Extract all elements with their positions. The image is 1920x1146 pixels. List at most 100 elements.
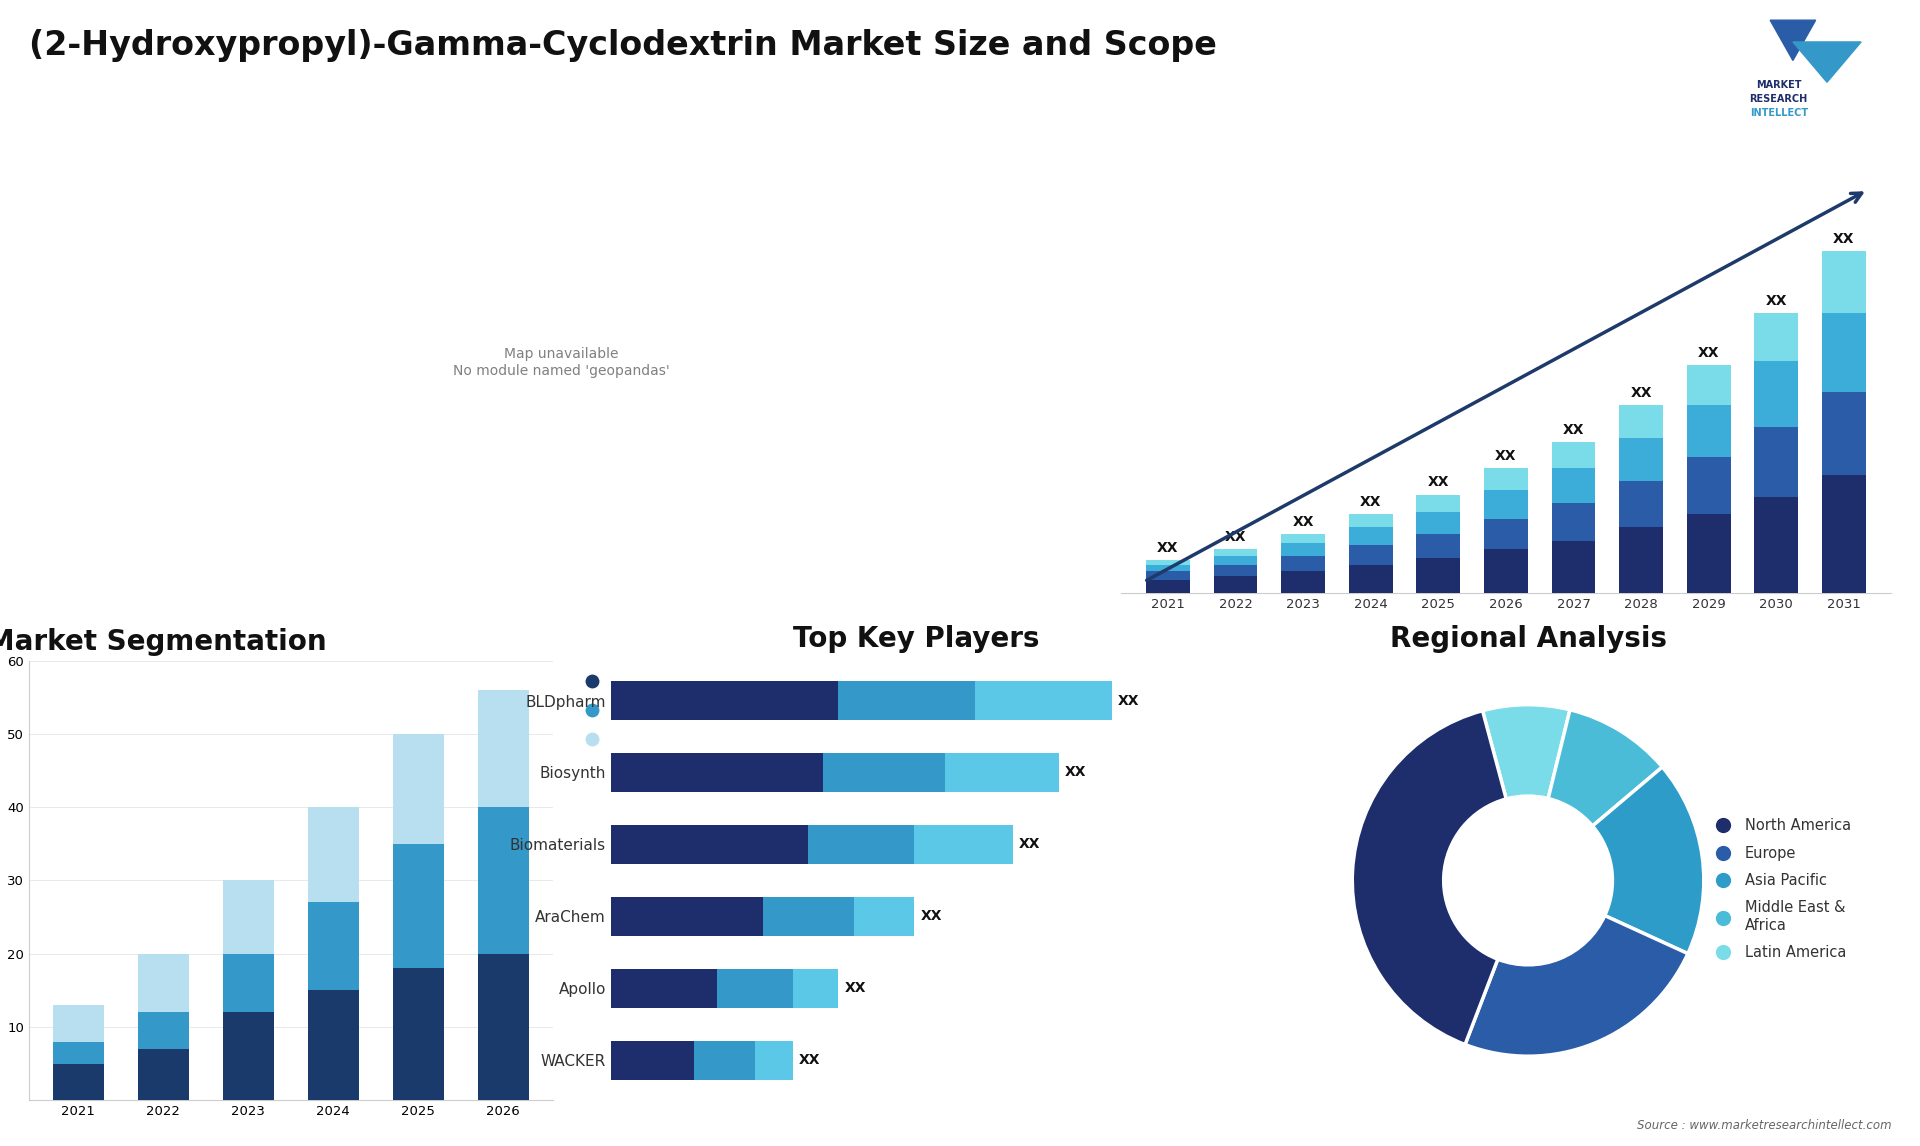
Bar: [1281, 543, 1325, 556]
Bar: [223, 880, 275, 953]
Bar: [1417, 512, 1461, 534]
Bar: [1348, 545, 1392, 565]
Text: XX: XX: [845, 981, 866, 996]
Bar: [1755, 361, 1799, 426]
Legend: Type, Application, Geography: Type, Application, Geography: [570, 668, 707, 753]
Bar: [1281, 571, 1325, 594]
Bar: [394, 733, 444, 843]
Bar: [808, 825, 914, 864]
Bar: [307, 902, 359, 990]
Bar: [394, 968, 444, 1100]
Text: Source : www.marketresearchintellect.com: Source : www.marketresearchintellect.com: [1636, 1120, 1891, 1132]
Bar: [1348, 565, 1392, 594]
Bar: [1619, 405, 1663, 438]
Bar: [755, 1041, 793, 1081]
Text: XX: XX: [1158, 541, 1179, 555]
Text: XX: XX: [920, 910, 943, 924]
Polygon shape: [1770, 21, 1816, 61]
Text: XX: XX: [1066, 766, 1087, 779]
Bar: [1755, 496, 1799, 594]
Bar: [307, 990, 359, 1100]
Bar: [1551, 503, 1596, 541]
Text: XX: XX: [1766, 293, 1788, 307]
Bar: [975, 681, 1112, 721]
Bar: [478, 953, 528, 1100]
Wedge shape: [1352, 711, 1505, 1044]
Text: RESEARCH: RESEARCH: [1749, 94, 1809, 104]
Text: Market Segmentation: Market Segmentation: [0, 628, 326, 656]
Bar: [52, 1063, 104, 1100]
Bar: [1417, 558, 1461, 594]
Text: MARKET: MARKET: [1757, 80, 1801, 89]
Bar: [1417, 495, 1461, 512]
Text: XX: XX: [1834, 233, 1855, 246]
Bar: [1146, 560, 1190, 565]
Text: XX: XX: [1697, 346, 1720, 360]
Bar: [1686, 457, 1730, 515]
Bar: [1146, 580, 1190, 594]
Bar: [1213, 549, 1258, 556]
Text: XX: XX: [1428, 476, 1450, 489]
Wedge shape: [1482, 705, 1571, 799]
Text: XX: XX: [1359, 495, 1380, 509]
Text: XX: XX: [1563, 423, 1584, 437]
Bar: [1213, 575, 1258, 594]
Bar: [1619, 527, 1663, 594]
Wedge shape: [1592, 767, 1703, 953]
Bar: [1551, 469, 1596, 503]
Bar: [1281, 534, 1325, 543]
Bar: [138, 1012, 188, 1049]
Bar: [1822, 251, 1866, 313]
Polygon shape: [1793, 42, 1860, 83]
Text: XX: XX: [1117, 693, 1139, 707]
Bar: [1348, 515, 1392, 527]
Bar: [1822, 474, 1866, 594]
Wedge shape: [1465, 916, 1688, 1057]
Bar: [478, 807, 528, 953]
Bar: [1822, 392, 1866, 474]
Text: INTELLECT: INTELLECT: [1749, 108, 1809, 118]
Bar: [824, 753, 945, 792]
Text: XX: XX: [799, 1053, 820, 1067]
Bar: [716, 968, 793, 1008]
Bar: [1686, 515, 1730, 594]
Wedge shape: [1548, 709, 1663, 826]
Bar: [223, 953, 275, 1012]
Bar: [611, 968, 716, 1008]
Bar: [138, 953, 188, 1012]
Bar: [1551, 442, 1596, 469]
Text: XX: XX: [1496, 449, 1517, 463]
Bar: [1484, 469, 1528, 490]
Bar: [1417, 534, 1461, 558]
Bar: [1213, 556, 1258, 565]
Bar: [138, 1049, 188, 1100]
Bar: [1619, 481, 1663, 527]
Bar: [1348, 527, 1392, 545]
Bar: [854, 896, 914, 936]
Bar: [478, 690, 528, 807]
Bar: [1755, 313, 1799, 361]
Bar: [1484, 519, 1528, 549]
Bar: [695, 1041, 755, 1081]
Bar: [914, 825, 1014, 864]
Bar: [1551, 541, 1596, 594]
Bar: [839, 681, 975, 721]
Bar: [1619, 438, 1663, 481]
Bar: [1755, 426, 1799, 496]
Bar: [611, 681, 839, 721]
Bar: [307, 807, 359, 902]
Bar: [1213, 565, 1258, 575]
Bar: [52, 1005, 104, 1042]
Bar: [394, 843, 444, 968]
Bar: [762, 896, 854, 936]
Bar: [945, 753, 1058, 792]
Text: XX: XX: [1020, 838, 1041, 851]
Title: Regional Analysis: Regional Analysis: [1390, 625, 1667, 653]
Title: Top Key Players: Top Key Players: [793, 625, 1039, 653]
Bar: [1484, 549, 1528, 594]
Bar: [1686, 405, 1730, 457]
Bar: [1281, 556, 1325, 571]
Text: XX: XX: [1225, 531, 1246, 544]
Bar: [611, 825, 808, 864]
Bar: [1146, 571, 1190, 580]
